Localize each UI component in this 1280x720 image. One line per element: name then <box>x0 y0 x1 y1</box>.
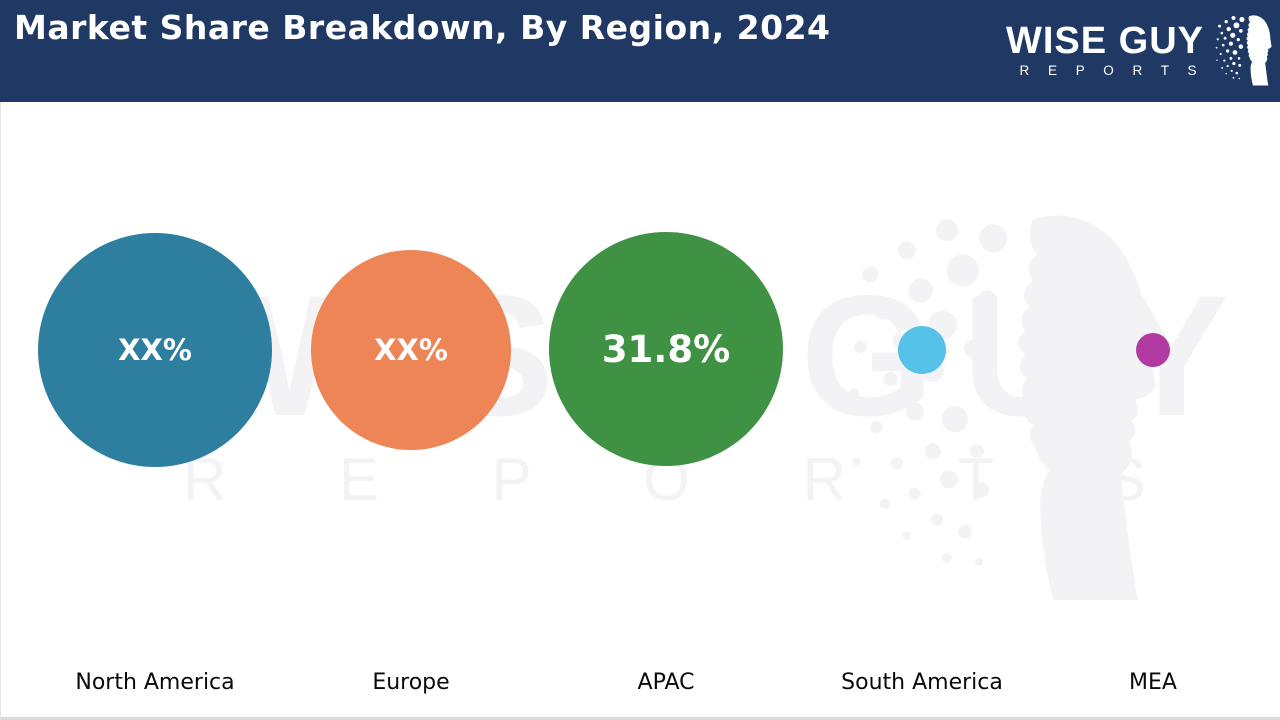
category-label-europe: Europe <box>372 670 450 695</box>
bubble-south-america <box>898 326 946 374</box>
category-label-south-america: South America <box>841 670 1003 695</box>
header-bar: Market Share Breakdown, By Region, 2024 … <box>0 0 1280 102</box>
bubble-apac: 31.8% <box>549 232 783 466</box>
page-title: Market Share Breakdown, By Region, 2024 <box>14 8 831 47</box>
category-label-apac: APAC <box>637 670 695 695</box>
bubble-mea <box>1136 333 1170 367</box>
chart-area: WISE GUY R E P O R T S XX% XX% 31.8% Nor… <box>0 102 1280 720</box>
bubble-value-label: XX% <box>118 333 192 367</box>
logo-wordmark: WISE GUY <box>1005 20 1204 62</box>
category-label-mea: MEA <box>1129 670 1177 695</box>
brand-logo-text: WISE GUY R E P O R T S <box>1006 22 1204 78</box>
category-label-north-america: North America <box>75 670 235 695</box>
brand-logo: WISE GUY R E P O R T S <box>1006 22 1272 86</box>
dotted-head-icon <box>1206 8 1272 86</box>
bubble-north-america: XX% <box>38 233 272 467</box>
bubble-value-label: 31.8% <box>601 327 731 371</box>
logo-subtext: R E P O R T S <box>1019 63 1204 78</box>
bubble-value-label: XX% <box>374 333 448 367</box>
head-silhouette-watermark-icon <box>796 178 1158 600</box>
bubble-europe: XX% <box>311 250 511 450</box>
